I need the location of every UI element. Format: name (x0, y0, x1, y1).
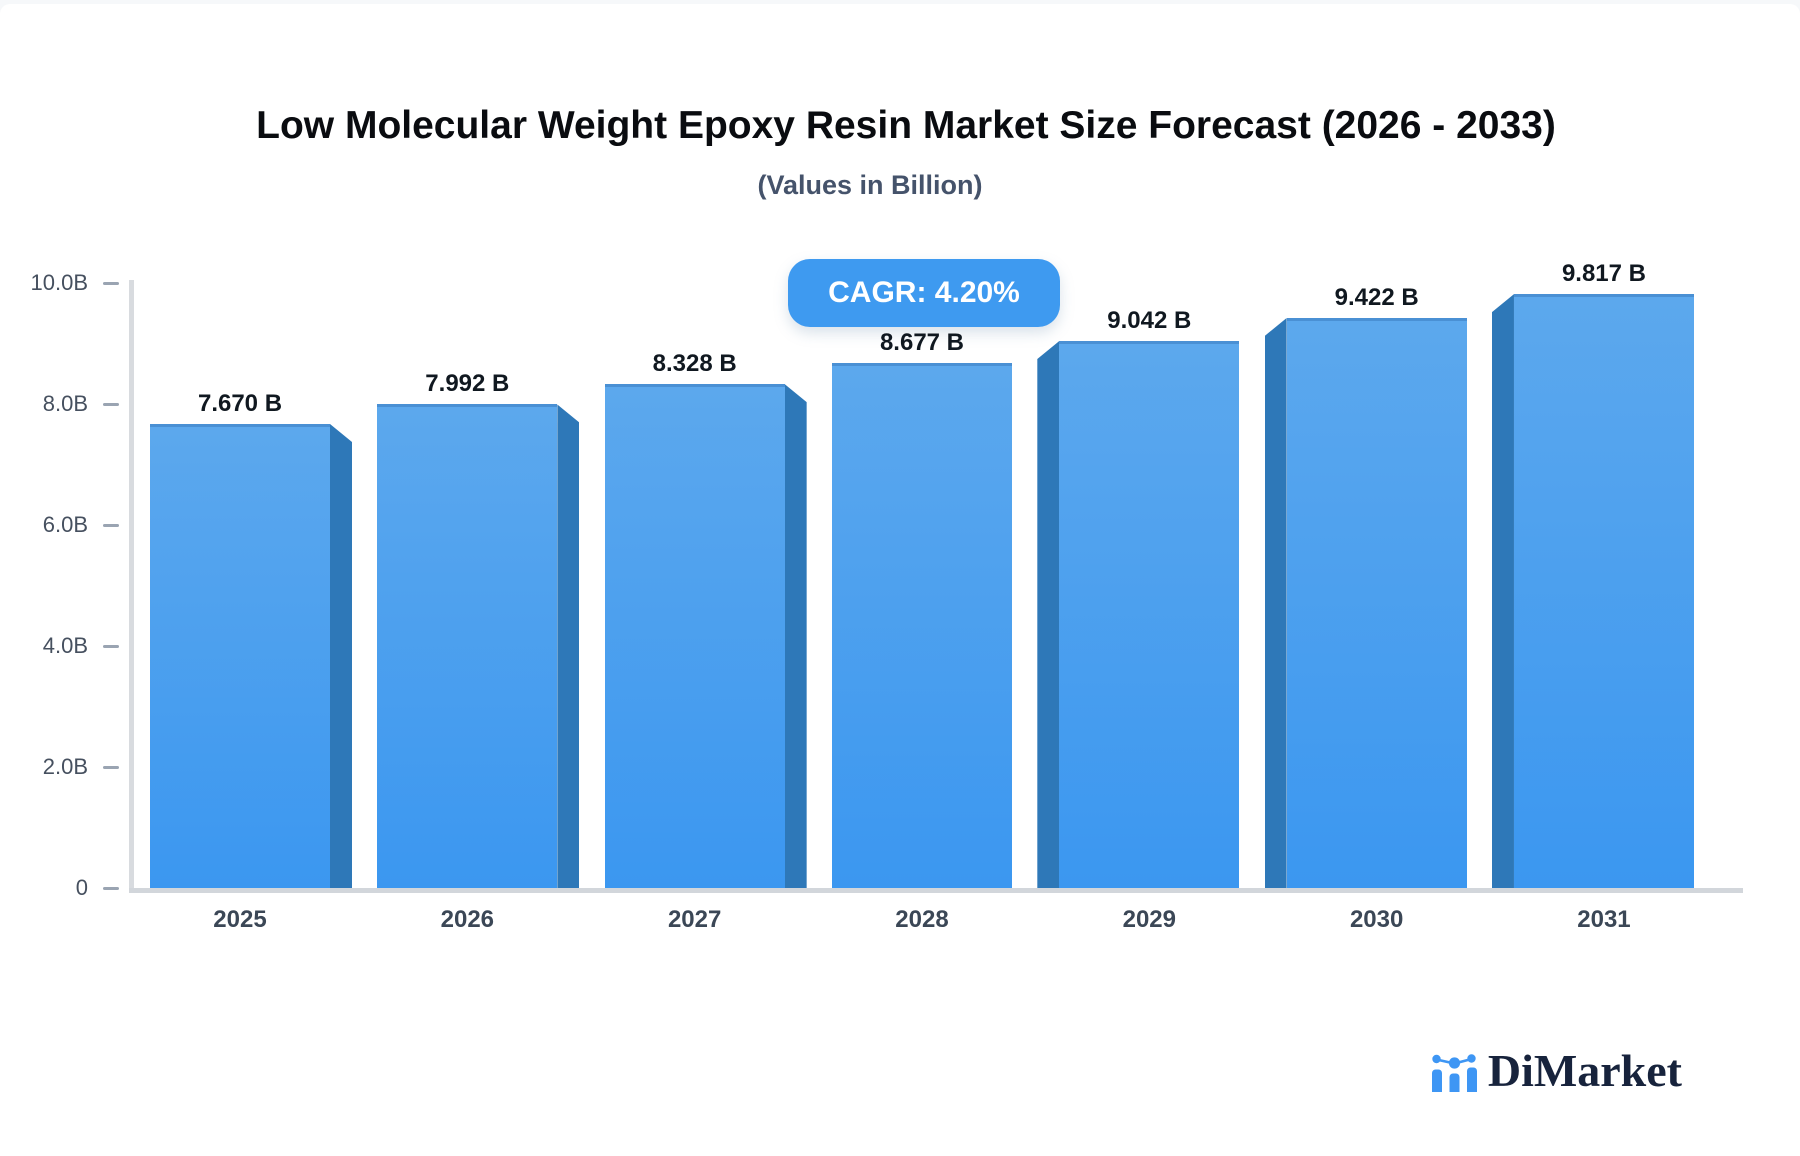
y-tick-label: 4.0B (42, 633, 88, 658)
bar-value-label: 8.677 B (879, 329, 965, 357)
y-tick-dash (103, 281, 119, 285)
bar-side-3d (1491, 294, 1514, 888)
y-tick-dash (103, 765, 119, 769)
bar-value-label: 7.992 B (425, 370, 510, 398)
y-tick-dash (103, 644, 119, 648)
x-axis-label: 2030 (1349, 906, 1404, 933)
y-tick-dash (103, 886, 119, 890)
bar-2028 (831, 363, 1012, 888)
y-tick-label: 2.0B (42, 754, 88, 779)
bar-2025 (150, 423, 330, 888)
bar-side-3d (784, 384, 807, 888)
x-axis-label: 2031 (1577, 906, 1631, 933)
bar-2031 (1513, 294, 1694, 888)
chart-card: Low Molecular Weight Epoxy Resin Market … (0, 4, 1800, 1156)
y-tick-dash (103, 523, 119, 527)
x-axis-label: 2026 (440, 906, 495, 933)
bar-side-3d (1037, 340, 1060, 888)
bar-value-label: 9.042 B (1107, 306, 1192, 334)
bar-2030 (1286, 317, 1467, 888)
chart-title: Low Molecular Weight Epoxy Resin Market … (256, 104, 1556, 147)
chart-subtitle: (Values in Billion) (757, 170, 983, 200)
bar-value-label: 8.328 B (652, 350, 737, 378)
x-axis-label: 2025 (213, 906, 267, 933)
x-axis-label: 2028 (895, 906, 949, 933)
x-axis-line (129, 888, 1743, 893)
bar-side-3d (1264, 317, 1287, 888)
y-tick-label: 8.0B (42, 391, 88, 416)
y-axis-line (129, 280, 134, 892)
x-axis-label: 2029 (1122, 906, 1176, 933)
bar-value-label: 9.817 B (1561, 260, 1646, 288)
bar-2027 (604, 384, 785, 888)
cagr-badge: CAGR: 4.20% (788, 259, 1060, 327)
bar-side-3d (557, 404, 580, 888)
x-axis-label: 2027 (667, 906, 722, 933)
bar-2026 (377, 404, 558, 888)
y-tick-dash (103, 402, 119, 406)
y-tick-label: 6.0B (42, 512, 88, 537)
dimarket-logo: DiMarket (1431, 1045, 1682, 1097)
bar-2029 (1059, 340, 1240, 888)
bar-side-3d (330, 423, 352, 888)
bar-value-label: 9.422 B (1334, 283, 1419, 311)
y-tick-label: 0 (75, 875, 88, 900)
y-tick-label: 10.0B (30, 270, 89, 295)
dimarket-logo-text: DiMarket (1487, 1045, 1682, 1096)
dimarket-bar-chart-icon (1431, 1053, 1477, 1092)
bar-value-label: 7.670 B (197, 389, 283, 417)
